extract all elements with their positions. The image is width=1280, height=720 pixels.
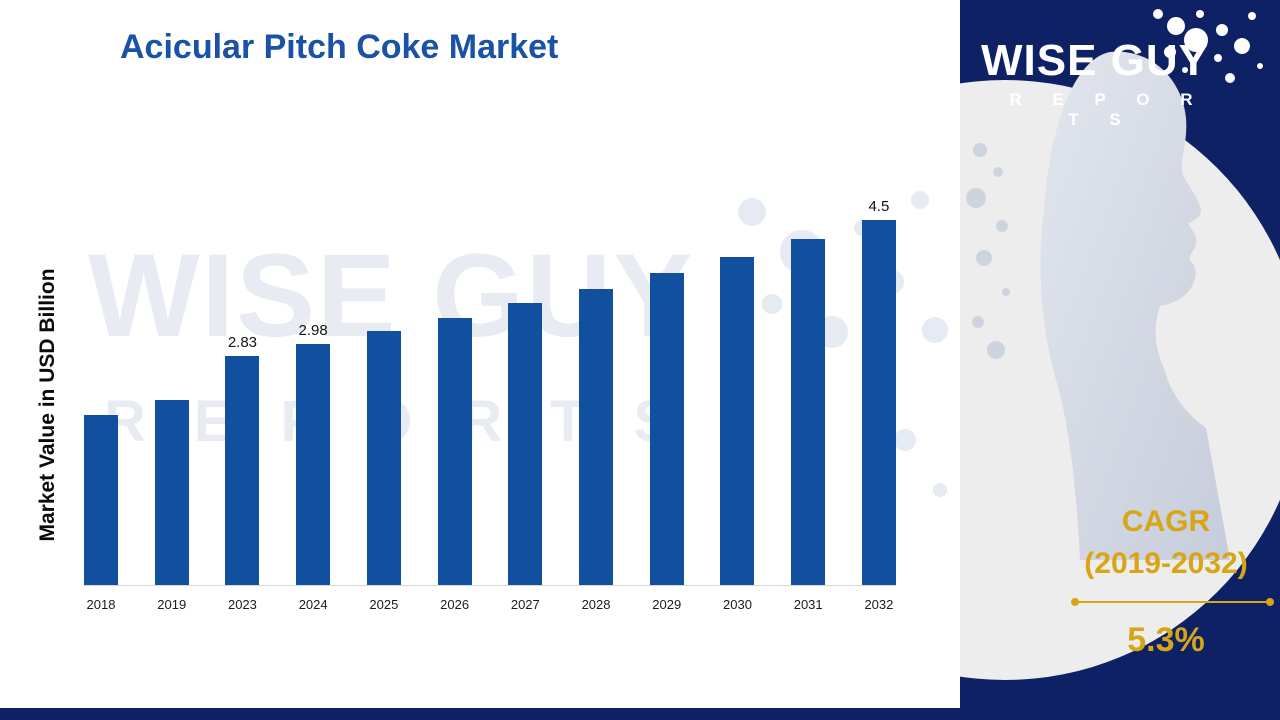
cagr-range: (2019-2032) [1084,547,1248,580]
bottom-accent-strip [0,708,1280,720]
y-axis-label: Market Value in USD Billion [36,268,59,542]
bar-column: 2030 [720,185,755,612]
bar [84,415,118,585]
x-axis-tick-label: 2027 [510,597,540,612]
bar [649,273,684,585]
brand-logo-reports: R E P O R T S [1009,90,1206,129]
bar-column: 2031 [791,185,826,612]
bar [508,303,543,585]
x-axis-tick-label: 2031 [793,597,823,612]
brand-panel: WISE GUY R E P O R T S CAGR (2019-2032) … [960,0,1280,720]
bar [225,356,260,585]
bar [366,331,401,585]
bar-column: 2025 [366,185,401,612]
bar-column: 2.98 2024 [296,185,331,612]
page-title: Acicular Pitch Coke Market [120,28,559,66]
x-axis-tick-label: 2024 [298,597,328,612]
bar [720,257,755,585]
bar-value-label: 4.5 [868,198,890,215]
bar-value-label: 2.83 [227,334,258,351]
bar-column: 2019 [154,185,189,612]
bar [154,400,189,585]
cagr-divider-line [1071,598,1274,606]
x-axis-tick-label: 2025 [369,597,399,612]
bar-value-label: 2.98 [298,322,328,339]
bar-column: 2.83 2023 [225,185,260,612]
bar-column: 2027 [508,185,543,612]
bar [861,220,896,585]
bar-column: 2028 [579,185,614,612]
x-axis-tick-label: 2019 [157,597,187,612]
x-axis-tick-label: 2026 [440,597,470,612]
cagr-label: CAGR [1121,505,1211,538]
cagr-block: CAGR (2019-2032) 5.3% [1060,505,1274,660]
bar [437,318,472,585]
bar [791,239,826,585]
brand-logo-name: WISE GUY [980,36,1210,85]
brand-panel-art [960,9,1280,680]
cagr-value: 5.3% [1127,621,1205,659]
texture-dots [966,143,1010,359]
bar-column: 2026 [437,185,472,612]
x-axis-tick-label: 2018 [86,597,116,612]
x-axis-tick-label: 2029 [652,597,682,612]
logo-dots [1153,9,1263,83]
bar [296,344,331,585]
bar-group-container: 2018 2019 2.83 2023 2.98 2024 2025 2026 2027 2028… [84,185,896,612]
x-axis-tick-label: 2023 [227,597,257,612]
bar-column: 2029 [649,185,684,612]
bar-column: 4.5 2032 [861,185,896,612]
bar [579,289,614,585]
face-silhouette [1040,51,1230,560]
x-axis-tick-label: 2030 [723,597,752,612]
x-axis-tick-label: 2028 [581,597,611,612]
bar-column: 2018 [84,185,118,612]
x-axis-tick-label: 2032 [864,597,894,612]
